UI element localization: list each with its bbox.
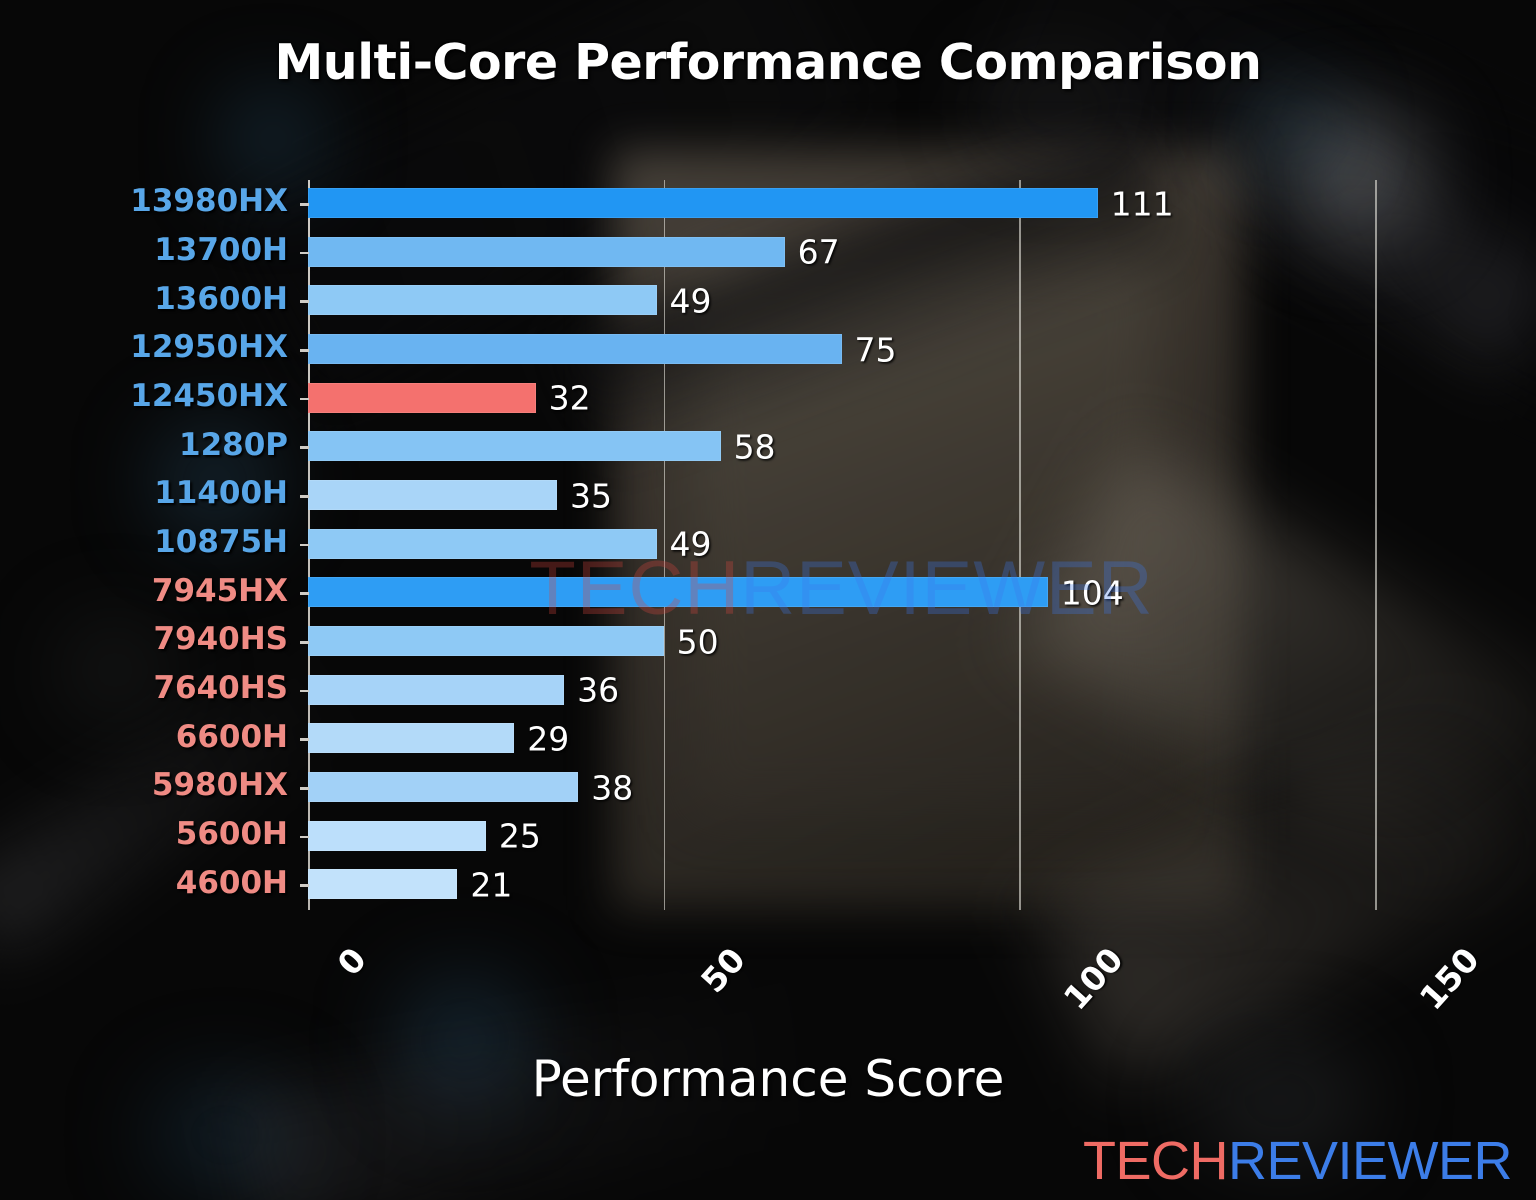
- bar-10875h[interactable]: [308, 528, 657, 559]
- bar-row: 75: [308, 326, 1375, 373]
- y-tick-11400h: [300, 495, 309, 498]
- y-axis-label-5980hx: 5980HX: [151, 767, 288, 804]
- y-tick-7945hx: [300, 592, 309, 595]
- bar-11400h[interactable]: [308, 480, 557, 510]
- bar-7640hs[interactable]: [308, 674, 565, 705]
- y-tick-13980hx: [300, 203, 309, 206]
- bar-13980hx[interactable]: [308, 188, 1098, 218]
- y-tick-5600h: [300, 835, 309, 839]
- gridline-100: [1019, 180, 1021, 910]
- y-axis-label-10875h: 10875H: [154, 524, 288, 560]
- bar-value-7640hs: 36: [577, 670, 620, 710]
- bar-row: 111: [308, 180, 1375, 227]
- bar-7940hs[interactable]: [308, 626, 664, 656]
- y-tick-12950hx: [300, 349, 309, 352]
- bar-row: 104: [308, 569, 1375, 616]
- y-tick-5980hx: [300, 787, 309, 790]
- bar-13600h[interactable]: [308, 285, 657, 316]
- bar-7945hx[interactable]: [308, 577, 1048, 608]
- background-highlight-2: [1255, 95, 1325, 157]
- bar-value-11400h: 35: [569, 476, 612, 516]
- bar-row: 58: [308, 423, 1375, 470]
- bar-row: 38: [308, 764, 1375, 811]
- x-tick-label-150: 150: [1411, 940, 1487, 1018]
- background-highlight-4: [228, 96, 318, 182]
- y-axis-label-7945hx: 7945HX: [151, 572, 288, 609]
- y-tick-6600h: [300, 738, 309, 741]
- bar-row: 21: [308, 861, 1375, 908]
- logo-reviewer-text: REVIEWER: [1227, 1131, 1513, 1191]
- y-axis-label-5600h: 5600H: [175, 816, 288, 852]
- y-axis-label-7940hs: 7940HS: [153, 621, 288, 658]
- chart-title: Multi-Core Performance Comparison: [274, 34, 1262, 91]
- bar-value-10875h: 49: [669, 524, 712, 564]
- bar-value-13980hx: 111: [1110, 184, 1174, 224]
- bar-value-6600h: 29: [527, 719, 570, 759]
- bar-row: 29: [308, 715, 1375, 762]
- background-highlight-1: [1300, 120, 1420, 230]
- bar-value-13700h: 67: [797, 232, 840, 272]
- x-tick-label-0: 0: [329, 940, 374, 984]
- y-axis-label-6600h: 6600H: [175, 718, 288, 755]
- background-highlight-7: [1190, 1040, 1370, 1160]
- y-axis-label-11400h: 11400H: [154, 475, 288, 512]
- brand-logo: TECHREVIEWER: [1082, 1130, 1513, 1192]
- y-tick-4600h: [300, 884, 309, 887]
- y-tick-7940hs: [300, 641, 309, 644]
- background-highlight-9: [980, 62, 1130, 152]
- x-tick-label-100: 100: [1056, 940, 1132, 1018]
- y-tick-12450hx: [300, 397, 309, 401]
- bar-row: 36: [308, 667, 1375, 714]
- y-axis-label-1280p: 1280P: [179, 426, 288, 463]
- bar-value-12950hx: 75: [854, 330, 897, 370]
- y-axis-label-13980hx: 13980HX: [130, 183, 288, 220]
- background-highlight-3: [160, 430, 270, 530]
- bar-1280p[interactable]: [308, 431, 721, 462]
- bar-4600h[interactable]: [308, 869, 458, 900]
- bar-row: 49: [308, 521, 1375, 568]
- y-axis-label-13700h: 13700H: [154, 232, 288, 268]
- bar-6600h[interactable]: [308, 723, 515, 754]
- background-highlight-5: [400, 980, 530, 1100]
- bar-value-4600h: 21: [470, 865, 513, 905]
- plot-area: 111 67 49 75 32 58 35 49 104 50 36 29 38 25 21: [308, 180, 1377, 910]
- background-highlight-8: [60, 620, 170, 720]
- y-tick-1280p: [300, 446, 309, 449]
- y-axis-label-13600h: 13600H: [154, 280, 288, 317]
- bar-value-12450hx: 32: [548, 378, 591, 418]
- y-axis-label-12450hx: 12450HX: [130, 378, 288, 414]
- y-tick-13600h: [300, 300, 309, 303]
- y-axis-label-4600h: 4600H: [175, 864, 288, 901]
- y-tick-10875h: [300, 543, 309, 547]
- x-tick-label-50: 50: [692, 940, 753, 1001]
- bar-value-7945hx: 104: [1060, 573, 1124, 613]
- bar-12450hx[interactable]: [308, 382, 536, 413]
- background-highlight-6: [150, 1080, 300, 1190]
- gridline-150: [1375, 180, 1377, 910]
- y-axis-label-7640hs: 7640HS: [153, 670, 288, 706]
- bar-row: 67: [308, 229, 1375, 276]
- y-tick-7640hs: [300, 689, 309, 693]
- bar-5600h[interactable]: [308, 820, 486, 851]
- bar-12950hx[interactable]: [308, 334, 842, 364]
- y-axis-label-12950hx: 12950HX: [130, 329, 288, 366]
- bar-value-5980hx: 38: [591, 768, 634, 808]
- bar-13700h[interactable]: [308, 236, 785, 267]
- bar-row: 32: [308, 375, 1375, 422]
- bar-value-7940hs: 50: [676, 622, 719, 662]
- gridline-50: [663, 180, 666, 910]
- bar-row: 50: [308, 618, 1375, 665]
- bar-value-13600h: 49: [669, 281, 712, 321]
- bar-5980hx[interactable]: [308, 772, 579, 802]
- logo-tech-text: TECH: [1082, 1131, 1229, 1191]
- bar-value-5600h: 25: [498, 816, 541, 856]
- y-tick-13700h: [300, 251, 309, 255]
- bar-row: 25: [308, 813, 1375, 860]
- bar-row: 49: [308, 277, 1375, 324]
- bar-row: 35: [308, 472, 1375, 519]
- x-axis-label: Performance Score: [531, 1050, 1005, 1108]
- bar-value-1280p: 58: [733, 427, 776, 467]
